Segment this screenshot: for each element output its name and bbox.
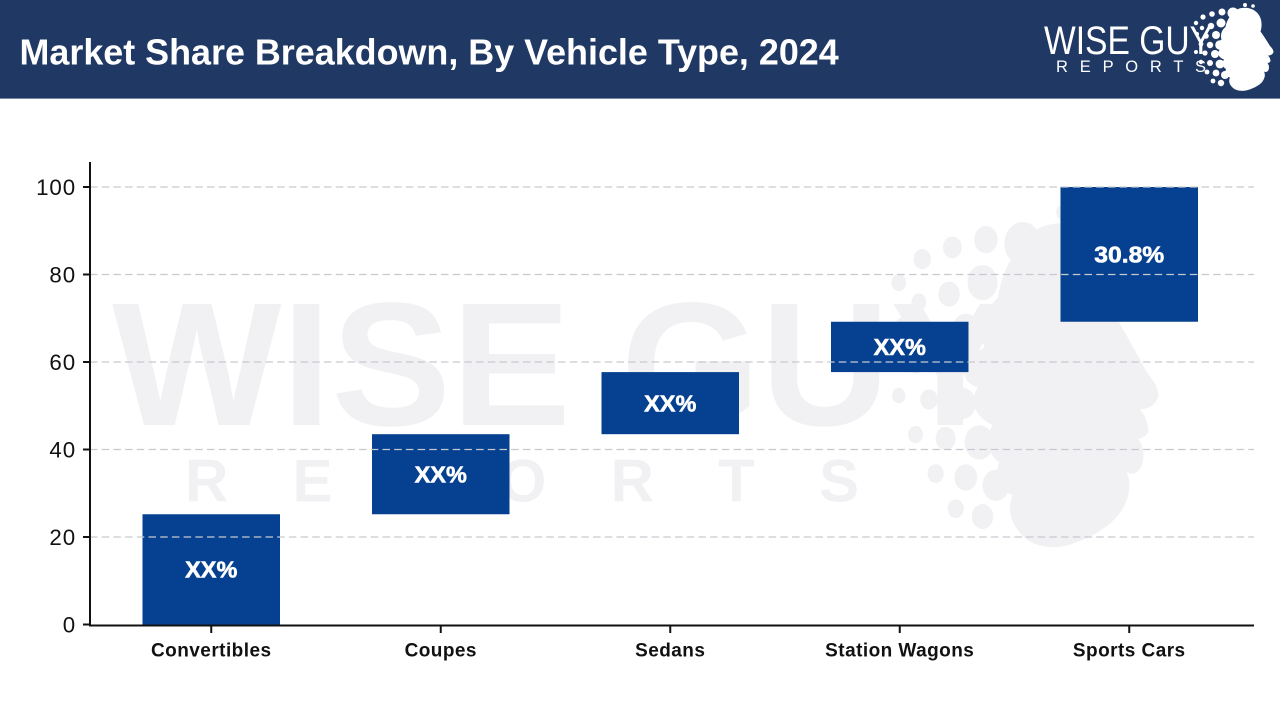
- svg-text:Coupes: Coupes: [405, 641, 477, 662]
- svg-text:0: 0: [63, 613, 76, 638]
- svg-text:100: 100: [36, 175, 76, 200]
- svg-text:XX%: XX%: [874, 334, 926, 360]
- svg-text:R E P O R T S: R E P O R T S: [1056, 58, 1206, 76]
- svg-text:XX%: XX%: [644, 390, 696, 416]
- svg-text:XX%: XX%: [415, 462, 467, 488]
- svg-text:20: 20: [49, 525, 76, 550]
- svg-text:30.8%: 30.8%: [1094, 242, 1164, 268]
- svg-text:Station Wagons: Station Wagons: [825, 641, 974, 662]
- svg-text:60: 60: [49, 350, 76, 375]
- svg-text:Convertibles: Convertibles: [151, 641, 272, 662]
- svg-text:40: 40: [49, 438, 76, 463]
- svg-text:Sports Cars: Sports Cars: [1073, 641, 1186, 662]
- svg-text:R E P O R T S: R E P O R T S: [185, 448, 859, 515]
- svg-text:80: 80: [49, 263, 76, 288]
- svg-text:Sedans: Sedans: [635, 641, 705, 662]
- svg-text:Market Share Breakdown, By Veh: Market Share Breakdown, By Vehicle Type,…: [20, 33, 839, 73]
- svg-text:WISE GUY: WISE GUY: [1044, 19, 1212, 63]
- svg-text:XX%: XX%: [185, 557, 237, 583]
